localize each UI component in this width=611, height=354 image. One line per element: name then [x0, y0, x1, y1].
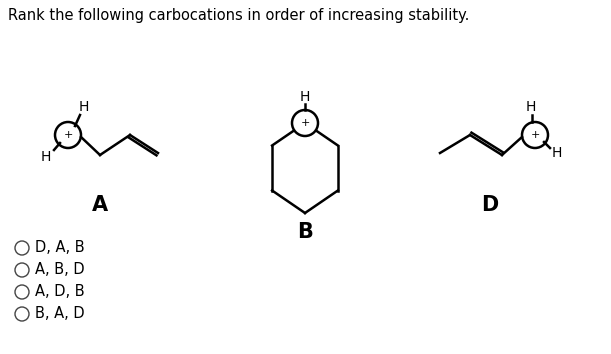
Text: D: D — [481, 195, 499, 215]
Text: Rank the following carbocations in order of increasing stability.: Rank the following carbocations in order… — [8, 8, 469, 23]
Text: +: + — [64, 130, 73, 140]
Text: H: H — [526, 100, 536, 114]
Text: A, D, B: A, D, B — [35, 285, 85, 299]
Text: A, B, D: A, B, D — [35, 263, 85, 278]
Text: H: H — [552, 146, 562, 160]
Text: H: H — [41, 150, 51, 164]
Text: D, A, B: D, A, B — [35, 240, 85, 256]
Text: H: H — [300, 90, 310, 104]
Text: H: H — [79, 100, 89, 114]
Text: A: A — [92, 195, 108, 215]
Text: +: + — [530, 130, 540, 140]
Circle shape — [292, 110, 318, 136]
Text: +: + — [301, 118, 310, 128]
Text: B: B — [297, 222, 313, 242]
Text: B, A, D: B, A, D — [35, 307, 85, 321]
